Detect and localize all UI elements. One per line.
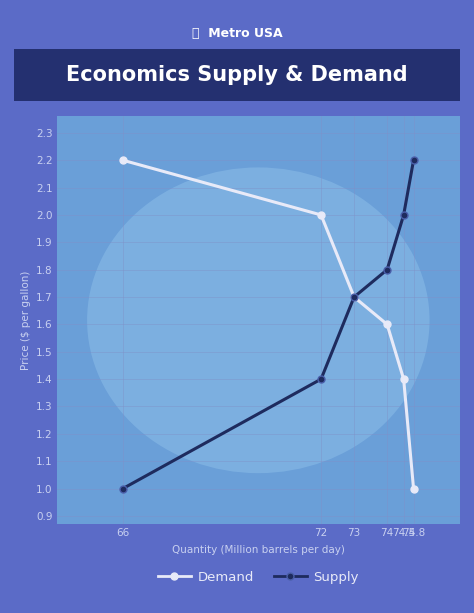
Text: ⎙  Metro USA: ⎙ Metro USA: [191, 27, 283, 40]
Ellipse shape: [87, 167, 429, 473]
Text: Economics Supply & Demand: Economics Supply & Demand: [66, 65, 408, 85]
X-axis label: Quantity (Million barrels per day): Quantity (Million barrels per day): [172, 545, 345, 555]
Legend: Demand, Supply: Demand, Supply: [153, 565, 364, 589]
Y-axis label: Price ($ per gallon): Price ($ per gallon): [20, 270, 30, 370]
